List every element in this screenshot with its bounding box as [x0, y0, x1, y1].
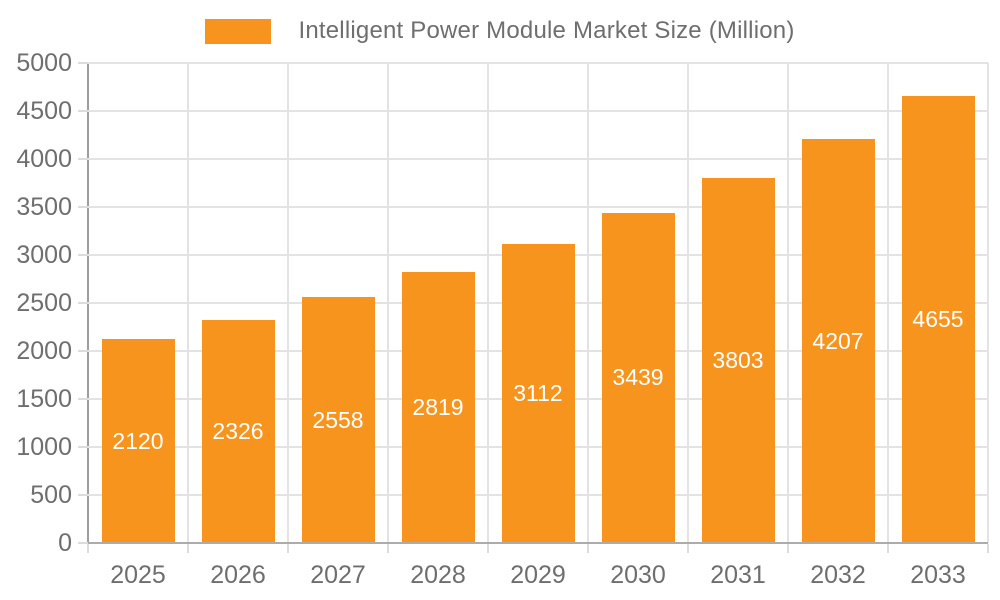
v-gridline: [387, 63, 389, 543]
bar: 4207: [801, 139, 875, 543]
v-gridline: [187, 63, 189, 543]
y-tick-label: 0: [58, 529, 72, 557]
x-axis-tick: [287, 544, 289, 553]
x-tick-label: 2033: [910, 561, 966, 589]
bar-value-label: 2326: [212, 417, 264, 444]
y-axis-tick: [78, 494, 88, 496]
v-gridline: [887, 63, 889, 543]
v-gridline: [787, 63, 789, 543]
y-axis-tick: [78, 254, 88, 256]
y-tick-label: 3000: [16, 241, 72, 269]
y-axis-tick: [78, 302, 88, 304]
v-gridline: [487, 63, 489, 543]
chart-legend: Intelligent Power Module Market Size (Mi…: [0, 17, 1000, 45]
bar-value-label: 3439: [612, 364, 664, 391]
x-tick-label: 2029: [510, 561, 566, 589]
v-gridline: [987, 63, 989, 543]
x-tick-label: 2028: [410, 561, 466, 589]
bar: 3439: [601, 212, 675, 543]
plot-area: 2120 2326 2558 2819 3112 3439 3803 4207 4655: [88, 62, 989, 543]
y-axis-tick: [78, 350, 88, 352]
y-tick-label: 2000: [16, 337, 72, 365]
h-gridline: [88, 110, 988, 112]
y-axis-tick: [78, 398, 88, 400]
bar: 4655: [901, 96, 975, 543]
y-tick-label: 4000: [16, 145, 72, 173]
y-tick-label: 1000: [16, 433, 72, 461]
bar-value-label: 2120: [112, 427, 164, 454]
y-axis-line: [87, 63, 89, 552]
bar-value-label: 2819: [412, 394, 464, 421]
bar: 2120: [101, 339, 175, 543]
bar: 2819: [401, 272, 475, 543]
bar-value-label: 3112: [513, 380, 563, 407]
h-gridline: [88, 158, 988, 160]
v-gridline: [587, 63, 589, 543]
x-axis-tick: [787, 544, 789, 553]
x-axis-tick: [587, 544, 589, 553]
x-axis-tick: [987, 544, 989, 553]
h-gridline: [88, 62, 988, 64]
x-tick-label: 2026: [210, 561, 266, 589]
y-tick-label: 2500: [16, 289, 72, 317]
x-tick-label: 2025: [110, 561, 166, 589]
bar: 3803: [701, 177, 775, 543]
x-tick-label: 2031: [710, 561, 766, 589]
bar: 2326: [201, 319, 275, 543]
y-tick-label: 4500: [16, 97, 72, 125]
bar-value-label: 4655: [912, 306, 964, 333]
y-axis-tick: [78, 62, 88, 64]
y-tick-label: 5000: [16, 49, 72, 77]
x-tick-label: 2030: [610, 561, 666, 589]
y-axis-tick: [78, 446, 88, 448]
y-tick-label: 3500: [16, 193, 72, 221]
x-axis-line: [88, 542, 988, 544]
x-axis-tick: [887, 544, 889, 553]
legend-item-market-size[interactable]: Intelligent Power Module Market Size (Mi…: [205, 17, 794, 45]
legend-swatch-icon: [205, 18, 272, 44]
v-gridline: [287, 63, 289, 543]
y-tick-label: 1500: [16, 385, 72, 413]
bar: 2558: [301, 297, 375, 543]
legend-label: Intelligent Power Module Market Size (Mi…: [298, 17, 795, 44]
x-tick-label: 2032: [810, 561, 866, 589]
bar-value-label: 3803: [712, 346, 764, 373]
y-axis-tick: [78, 542, 88, 544]
x-axis-tick: [687, 544, 689, 553]
x-axis-tick: [387, 544, 389, 553]
x-axis-tick: [87, 544, 89, 553]
bar-value-label: 2558: [312, 406, 364, 433]
bar-value-label: 4207: [812, 327, 864, 354]
y-axis-tick: [78, 206, 88, 208]
y-tick-label: 500: [30, 481, 72, 509]
y-axis-tick: [78, 158, 88, 160]
bar: 3112: [501, 244, 575, 543]
h-gridline: [88, 206, 988, 208]
x-axis-tick: [487, 544, 489, 553]
y-axis-tick: [78, 110, 88, 112]
v-gridline: [687, 63, 689, 543]
x-tick-label: 2027: [310, 561, 366, 589]
x-axis-tick: [187, 544, 189, 553]
